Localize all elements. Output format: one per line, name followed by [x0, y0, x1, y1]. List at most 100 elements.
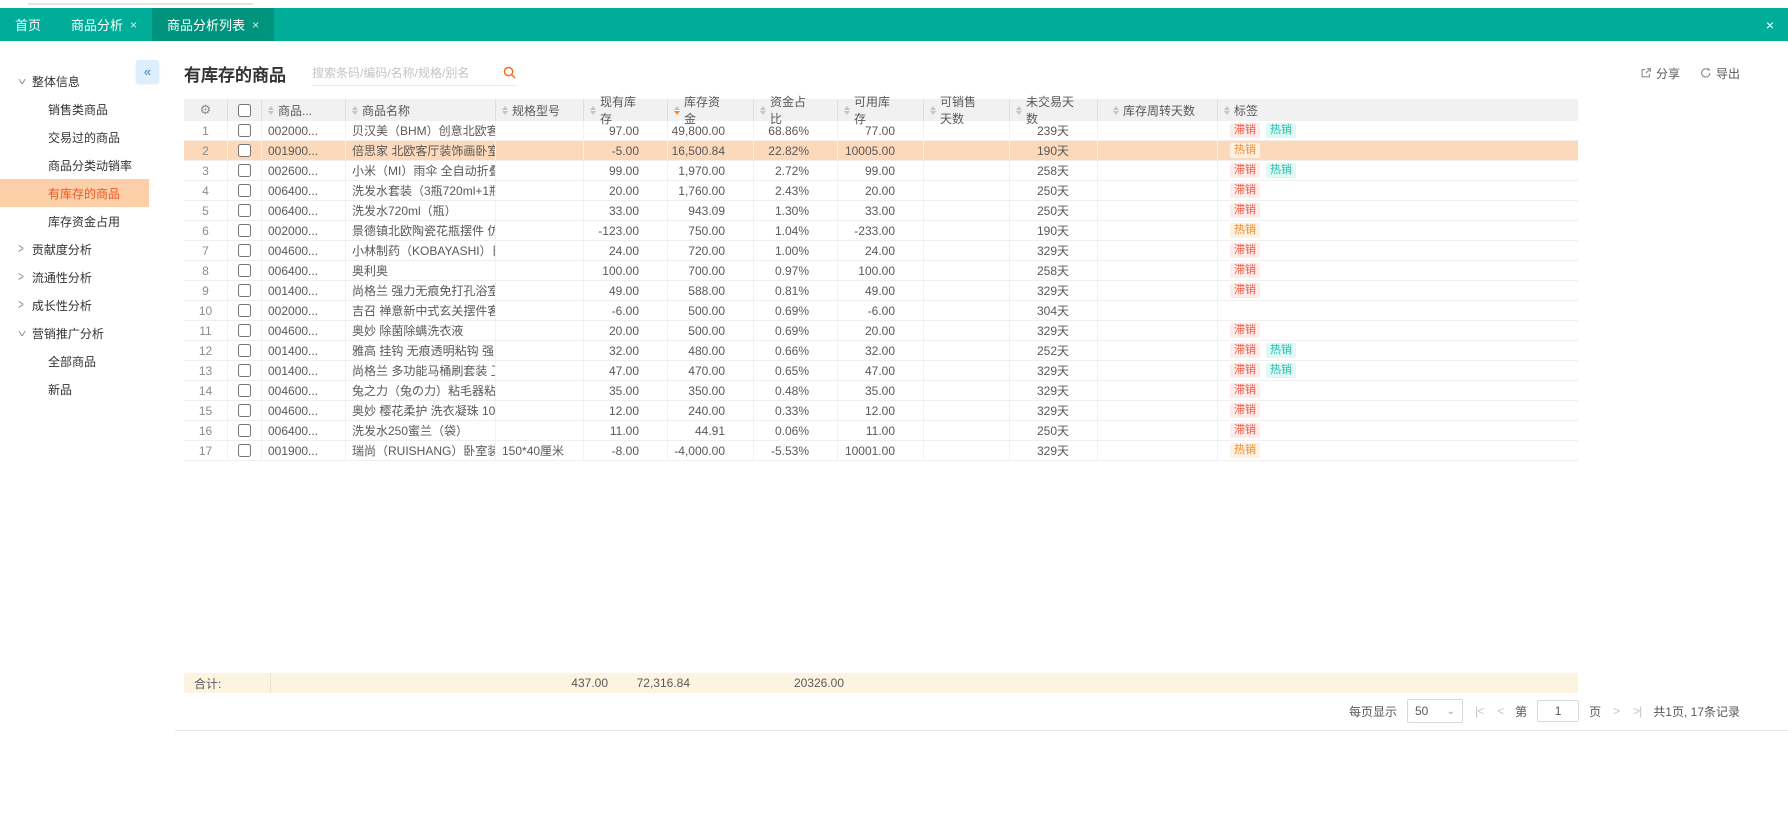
close-icon[interactable]: ×: [1765, 16, 1774, 33]
sort-icon[interactable]: [1224, 105, 1230, 115]
sidebar-group-流通性分析[interactable]: > 流通性分析: [0, 263, 149, 291]
search-input[interactable]: [312, 65, 502, 80]
search-icon[interactable]: [502, 65, 517, 80]
sort-icon[interactable]: [590, 105, 596, 115]
chevron-right-icon: >: [18, 297, 24, 313]
row-checkbox[interactable]: [238, 164, 251, 177]
row-checkbox[interactable]: [238, 304, 251, 317]
turnover-days-cell: [1098, 121, 1218, 140]
sidebar-group-营销推广分析[interactable]: > 营销推广分析: [0, 319, 149, 347]
first-page-button[interactable]: |<: [1474, 704, 1484, 718]
sidebar-group-成长性分析[interactable]: > 成长性分析: [0, 291, 149, 319]
tab-close-icon[interactable]: ×: [252, 17, 260, 32]
column-header-规格型号[interactable]: 规格型号: [496, 99, 584, 121]
table-row[interactable]: 11 004600... 奥妙 除菌除螨洗衣液 20.00 500.00 0.69% 20.…: [184, 321, 1578, 341]
export-button[interactable]: 导出: [1700, 65, 1740, 82]
page-size-select[interactable]: 50 ⌄: [1406, 699, 1463, 723]
sidebar-item-全部商品[interactable]: 全部商品: [48, 354, 97, 369]
prev-page-button[interactable]: <: [1497, 704, 1504, 718]
sort-icon[interactable]: [502, 105, 508, 115]
tab-商品分析列表[interactable]: 商品分析列表 ×: [152, 8, 275, 41]
select-all-checkbox[interactable]: [238, 103, 251, 117]
table-row[interactable]: 1 002000... 贝汉美（BHM）创意北欧客 97.00 49,800.00 68.…: [184, 121, 1578, 141]
row-checkbox[interactable]: [238, 184, 251, 197]
product-name-cell: 小米（MI）雨伞 全自动折叠: [346, 161, 496, 180]
sort-icon[interactable]: [1016, 105, 1022, 115]
sidebar-item-新品[interactable]: 新品: [48, 382, 73, 397]
table-row[interactable]: 10 002000... 吉召 禅意新中式玄关摆件客 -6.00 500.00 0.69%…: [184, 301, 1578, 321]
row-checkbox[interactable]: [238, 424, 251, 437]
row-select-cell: [228, 121, 262, 140]
column-header-商品名称[interactable]: 商品名称: [346, 99, 496, 121]
sort-asc-icon: [352, 105, 358, 110]
table-row[interactable]: 2 001900... 倍思家 北欧客厅装饰画卧室 -5.00 16,500.84 22.…: [184, 141, 1578, 161]
sidebar-item-商品分类动销率[interactable]: 商品分类动销率: [48, 158, 133, 173]
column-header-库存周转天数[interactable]: 库存周转天数: [1098, 99, 1218, 121]
sidebar-item-有库存的商品[interactable]: 有库存的商品: [0, 179, 149, 207]
table-row[interactable]: 5 006400... 洗发水720ml（瓶） 33.00 943.09 1.30% 33.…: [184, 201, 1578, 221]
next-page-button[interactable]: >: [1613, 704, 1620, 718]
column-header-商品...[interactable]: 商品...: [262, 99, 346, 121]
column-header-可销售天数[interactable]: 可销售天数: [924, 95, 1010, 126]
tag-热销: 热销: [1230, 443, 1260, 458]
sidebar-collapse-button[interactable]: «: [136, 60, 159, 83]
table-row[interactable]: 15 004600... 奥妙 樱花柔护 洗衣凝珠 10 12.00 240.00 0.3…: [184, 401, 1578, 421]
row-checkbox[interactable]: [238, 224, 251, 237]
sort-icon[interactable]: [674, 105, 680, 115]
row-number: 4: [184, 181, 228, 200]
table-row[interactable]: 12 001400... 雅高 挂钩 无痕透明粘钩 强 32.00 480.00 0.66…: [184, 341, 1578, 361]
tab-close-icon[interactable]: ×: [130, 17, 138, 32]
row-checkbox[interactable]: [238, 284, 251, 297]
table-row[interactable]: 3 002600... 小米（MI）雨伞 全自动折叠 99.00 1,970.00 2.7…: [184, 161, 1578, 181]
row-checkbox[interactable]: [238, 124, 251, 137]
row-checkbox[interactable]: [238, 264, 251, 277]
product-code-cell: 004600...: [262, 321, 346, 340]
table-row[interactable]: 6 002000... 景德镇北欧陶瓷花瓶摆件 仿 -123.00 750.00 1.04…: [184, 221, 1578, 241]
last-page-button[interactable]: >|: [1633, 704, 1642, 718]
column-header-资金占比[interactable]: 资金占比: [754, 95, 838, 126]
sidebar-item-库存资金占用[interactable]: 库存资金占用: [48, 214, 121, 229]
column-header-现有库存[interactable]: 现有库存: [584, 95, 668, 126]
ratio-cell: 0.69%: [754, 301, 838, 320]
column-header-可用库存[interactable]: 可用库存: [838, 95, 924, 126]
table-row[interactable]: 7 004600... 小林制药（KOBAYASHI）日 24.00 720.00 1.0…: [184, 241, 1578, 261]
tab-首页[interactable]: 首页: [0, 8, 56, 41]
row-checkbox[interactable]: [238, 204, 251, 217]
gear-icon[interactable]: ⚙: [199, 102, 212, 117]
table-row[interactable]: 13 001400... 尚格兰 多功能马桶刷套装 卫 47.00 470.00 0.65…: [184, 361, 1578, 381]
table-row[interactable]: 8 006400... 奥利奥 100.00 700.00 0.97% 100.00 258天…: [184, 261, 1578, 281]
row-checkbox[interactable]: [238, 244, 251, 257]
table-row[interactable]: 4 006400... 洗发水套装（3瓶720ml+1瓶 20.00 1,760.00 2…: [184, 181, 1578, 201]
page-number-input[interactable]: [1537, 700, 1580, 722]
row-checkbox[interactable]: [238, 364, 251, 377]
table-row[interactable]: 16 006400... 洗发水250蜜兰（袋） 11.00 44.91 0.06% 11.…: [184, 421, 1578, 441]
sidebar-item-交易过的商品[interactable]: 交易过的商品: [48, 130, 121, 145]
browser-chrome-strip: [0, 0, 1788, 8]
sidebar-item-销售类商品[interactable]: 销售类商品: [48, 102, 109, 117]
sidebar-group-贡献度分析[interactable]: > 贡献度分析: [0, 235, 149, 263]
stock-cell: 20.00: [584, 181, 668, 200]
sort-icon[interactable]: [268, 105, 274, 115]
sort-icon[interactable]: [352, 105, 358, 115]
column-header-未交易天数[interactable]: 未交易天数: [1010, 95, 1098, 126]
sort-icon[interactable]: [930, 105, 936, 115]
share-button[interactable]: 分享: [1640, 65, 1680, 82]
table-row[interactable]: 17 001900... 瑞尚（RUISHANG）卧室装 150*40厘米 -8.00-…: [184, 441, 1578, 461]
row-checkbox[interactable]: [238, 404, 251, 417]
table-row[interactable]: 9 001400... 尚格兰 强力无痕免打孔浴室 49.00 588.00 0.81% 4…: [184, 281, 1578, 301]
column-header-库存资金[interactable]: 库存资金: [668, 95, 754, 126]
tab-商品分析[interactable]: 商品分析 ×: [56, 8, 152, 41]
row-checkbox[interactable]: [238, 384, 251, 397]
row-checkbox[interactable]: [238, 324, 251, 337]
row-checkbox[interactable]: [238, 344, 251, 357]
sort-icon[interactable]: [760, 105, 766, 115]
column-header-标签[interactable]: 标签: [1218, 99, 1578, 121]
sort-icon[interactable]: [844, 105, 850, 115]
sidebar-group-整体信息[interactable]: > 整体信息: [0, 67, 149, 95]
fund-cell: 588.00: [668, 281, 754, 300]
sort-icon[interactable]: [1112, 105, 1119, 115]
table-row[interactable]: 14 004600... 兔之力（兔の力）粘毛器粘 35.00 350.00 0.48% 3…: [184, 381, 1578, 401]
spec-cell: [496, 141, 584, 160]
row-checkbox[interactable]: [238, 144, 251, 157]
row-checkbox[interactable]: [238, 444, 251, 457]
